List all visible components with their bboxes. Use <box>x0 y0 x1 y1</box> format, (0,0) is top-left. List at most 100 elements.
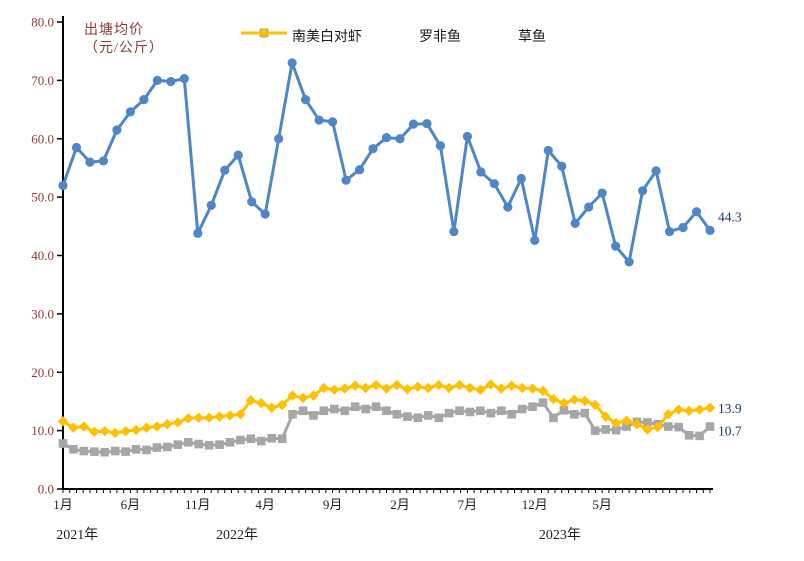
marker-diamond <box>162 419 173 430</box>
marker-square <box>350 402 360 411</box>
grass-carp-line-marker-icon <box>241 27 513 43</box>
marker-square <box>361 404 370 414</box>
x-tick-label: 7月 <box>458 497 478 512</box>
marker-square <box>538 398 548 407</box>
marker-circle <box>314 115 324 125</box>
marker-diamond <box>297 392 309 404</box>
marker-diamond <box>276 399 288 411</box>
marker-diamond <box>464 382 476 394</box>
marker-diamond <box>412 381 424 393</box>
marker-circle <box>664 226 675 237</box>
marker-square <box>288 409 297 419</box>
marker-square <box>580 408 590 418</box>
y-tick-label: 30.0 <box>31 306 54 321</box>
marker-diamond <box>527 383 538 394</box>
marker-circle <box>166 76 176 87</box>
marker-square <box>455 406 464 416</box>
marker-square <box>507 409 517 419</box>
marker-diamond <box>172 417 183 428</box>
marker-diamond <box>516 382 528 394</box>
marker-square <box>465 407 475 417</box>
marker-diamond <box>704 402 716 414</box>
marker-diamond <box>214 411 225 422</box>
legend-label-grass-carp: 草鱼 <box>518 30 546 45</box>
marker-diamond <box>68 422 79 433</box>
marker-circle <box>557 161 567 171</box>
marker-square <box>434 413 443 423</box>
marker-circle <box>368 144 378 154</box>
marker-square <box>58 439 68 448</box>
marker-diamond <box>78 421 90 432</box>
marker-diamond <box>130 424 142 436</box>
marker-square <box>298 406 308 416</box>
marker-diamond <box>652 421 664 433</box>
marker-circle <box>152 75 162 85</box>
marker-square <box>246 434 256 444</box>
marker-circle <box>422 118 432 129</box>
marker-diamond <box>579 395 590 407</box>
legend-item-grass-carp: 草鱼 <box>241 26 546 46</box>
y-axis-title-line2: （元/公斤） <box>84 41 164 56</box>
marker-diamond <box>151 421 163 432</box>
marker-circle <box>597 188 607 198</box>
marker-circle <box>179 74 189 84</box>
marker-diamond <box>391 379 403 391</box>
marker-square <box>330 404 339 414</box>
marker-diamond <box>663 409 674 420</box>
marker-diamond <box>370 379 382 391</box>
marker-diamond <box>57 416 69 427</box>
marker-diamond <box>600 411 611 422</box>
marker-diamond <box>433 379 444 391</box>
marker-square <box>528 402 537 411</box>
marker-circle <box>476 167 486 177</box>
marker-circle <box>638 186 648 196</box>
marker-diamond <box>287 390 298 401</box>
marker-square <box>413 413 423 423</box>
marker-square <box>267 433 277 443</box>
marker-square <box>476 406 485 416</box>
marker-diamond <box>360 382 371 394</box>
marker-diamond <box>621 415 632 426</box>
y-axis-title-line1: 出塘均价 <box>84 23 144 38</box>
x-tick-label: 5月 <box>592 497 612 512</box>
marker-circle <box>691 207 702 217</box>
marker-circle <box>341 175 351 185</box>
marker-square <box>225 438 235 447</box>
marker-diamond <box>683 405 695 416</box>
marker-diamond <box>183 413 194 424</box>
marker-circle <box>193 228 203 238</box>
year-label: 2022年 <box>216 527 258 543</box>
x-tick-label: 6月 <box>121 497 141 512</box>
marker-diamond <box>610 417 622 429</box>
marker-circle <box>435 141 446 151</box>
marker-square <box>549 413 558 423</box>
tilapia-line-marker-icon <box>241 28 414 43</box>
marker-circle <box>624 257 634 267</box>
marker-circle <box>503 202 513 212</box>
marker-square <box>131 445 141 454</box>
y-tick-label: 50.0 <box>31 190 54 205</box>
marker-diamond <box>203 412 215 423</box>
marker-square <box>423 411 433 420</box>
x-tick-label: 2月 <box>390 497 410 512</box>
x-tick-label: 12月 <box>522 497 548 512</box>
marker-diamond <box>89 426 100 437</box>
year-label: 2021年 <box>56 527 98 543</box>
marker-diamond <box>266 402 277 414</box>
marker-square <box>403 412 412 421</box>
marker-square <box>570 409 579 419</box>
marker-circle <box>98 156 109 166</box>
marker-square <box>215 440 224 449</box>
marker-square <box>340 406 350 416</box>
series-end-label: 44.3 <box>718 209 742 224</box>
y-tick-label: 40.0 <box>31 248 54 263</box>
marker-square <box>590 426 600 435</box>
marker-diamond <box>329 384 340 395</box>
marker-circle <box>611 241 621 251</box>
marker-circle <box>327 117 338 127</box>
marker-square <box>79 446 89 456</box>
marker-circle <box>570 218 580 228</box>
marker-square <box>110 446 120 456</box>
marker-circle <box>287 58 297 68</box>
